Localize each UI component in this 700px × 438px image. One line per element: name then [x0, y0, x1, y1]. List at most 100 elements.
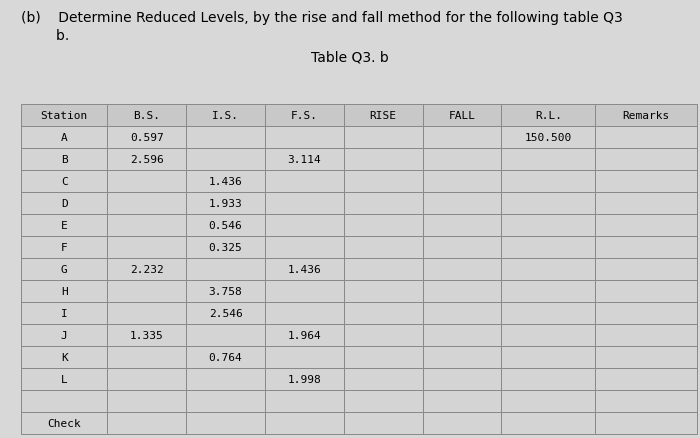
Bar — [423, 171, 501, 193]
Text: 150.500: 150.500 — [524, 133, 572, 143]
Text: Station: Station — [41, 111, 88, 121]
Text: K: K — [61, 352, 67, 362]
Text: 1.933: 1.933 — [209, 199, 242, 208]
Text: H: H — [61, 286, 67, 296]
Text: 1.335: 1.335 — [130, 330, 164, 340]
Bar — [595, 302, 696, 324]
Bar — [21, 412, 107, 434]
Bar — [595, 412, 696, 434]
Bar — [501, 346, 595, 368]
Bar — [595, 105, 696, 127]
Text: 0.325: 0.325 — [209, 243, 242, 252]
Bar — [265, 368, 344, 390]
Bar — [501, 280, 595, 302]
Bar — [21, 346, 107, 368]
Bar — [595, 258, 696, 280]
Bar — [344, 346, 423, 368]
Bar — [423, 127, 501, 149]
Bar — [21, 302, 107, 324]
Bar — [423, 237, 501, 258]
Text: (b)    Determine Reduced Levels, by the rise and fall method for the following t: (b) Determine Reduced Levels, by the ris… — [21, 11, 623, 25]
Text: R.L.: R.L. — [535, 111, 562, 121]
Bar — [186, 149, 265, 171]
Bar — [186, 171, 265, 193]
Bar — [21, 237, 107, 258]
Bar — [265, 149, 344, 171]
Bar — [501, 127, 595, 149]
Bar — [107, 412, 186, 434]
Bar — [423, 258, 501, 280]
Bar — [107, 346, 186, 368]
Text: 0.764: 0.764 — [209, 352, 242, 362]
Text: 1.436: 1.436 — [288, 265, 321, 274]
Bar — [21, 258, 107, 280]
Text: 0.546: 0.546 — [209, 221, 242, 230]
Bar — [265, 215, 344, 237]
Bar — [21, 105, 107, 127]
Bar — [595, 280, 696, 302]
Text: J: J — [61, 330, 67, 340]
Bar — [501, 302, 595, 324]
Bar — [21, 390, 107, 412]
Bar — [186, 324, 265, 346]
Text: A: A — [61, 133, 67, 143]
Text: Remarks: Remarks — [622, 111, 669, 121]
Bar — [501, 324, 595, 346]
Bar — [344, 390, 423, 412]
Bar — [344, 105, 423, 127]
Text: Check: Check — [48, 418, 81, 427]
Text: 1.998: 1.998 — [288, 374, 321, 384]
Bar — [265, 280, 344, 302]
Bar — [595, 237, 696, 258]
Bar — [501, 258, 595, 280]
Text: E: E — [61, 221, 67, 230]
Text: C: C — [61, 177, 67, 187]
Bar — [107, 193, 186, 215]
Bar — [595, 346, 696, 368]
Bar — [186, 127, 265, 149]
Bar — [344, 412, 423, 434]
Text: 1.436: 1.436 — [209, 177, 242, 187]
Text: RISE: RISE — [370, 111, 397, 121]
Bar — [107, 302, 186, 324]
Text: 2.596: 2.596 — [130, 155, 164, 165]
Bar — [107, 105, 186, 127]
Bar — [595, 215, 696, 237]
Text: FALL: FALL — [449, 111, 475, 121]
Bar — [21, 215, 107, 237]
Text: 3.114: 3.114 — [288, 155, 321, 165]
Bar — [344, 149, 423, 171]
Bar — [21, 193, 107, 215]
Bar — [595, 171, 696, 193]
Bar — [107, 390, 186, 412]
Bar — [423, 193, 501, 215]
Bar — [501, 390, 595, 412]
Bar — [107, 237, 186, 258]
Bar — [423, 302, 501, 324]
Bar — [265, 171, 344, 193]
Bar — [501, 171, 595, 193]
Text: 3.758: 3.758 — [209, 286, 242, 296]
Bar — [107, 258, 186, 280]
Bar — [423, 346, 501, 368]
Text: F: F — [61, 243, 67, 252]
Bar — [107, 280, 186, 302]
Bar — [186, 258, 265, 280]
Text: L: L — [61, 374, 67, 384]
Bar — [501, 368, 595, 390]
Bar — [344, 302, 423, 324]
Bar — [186, 368, 265, 390]
Bar — [344, 127, 423, 149]
Text: F.S.: F.S. — [290, 111, 318, 121]
Bar — [186, 105, 265, 127]
Bar — [595, 390, 696, 412]
Bar — [107, 324, 186, 346]
Bar — [107, 171, 186, 193]
Text: B: B — [61, 155, 67, 165]
Bar — [186, 390, 265, 412]
Bar — [21, 280, 107, 302]
Bar — [501, 149, 595, 171]
Text: G: G — [61, 265, 67, 274]
Bar — [265, 237, 344, 258]
Bar — [501, 105, 595, 127]
